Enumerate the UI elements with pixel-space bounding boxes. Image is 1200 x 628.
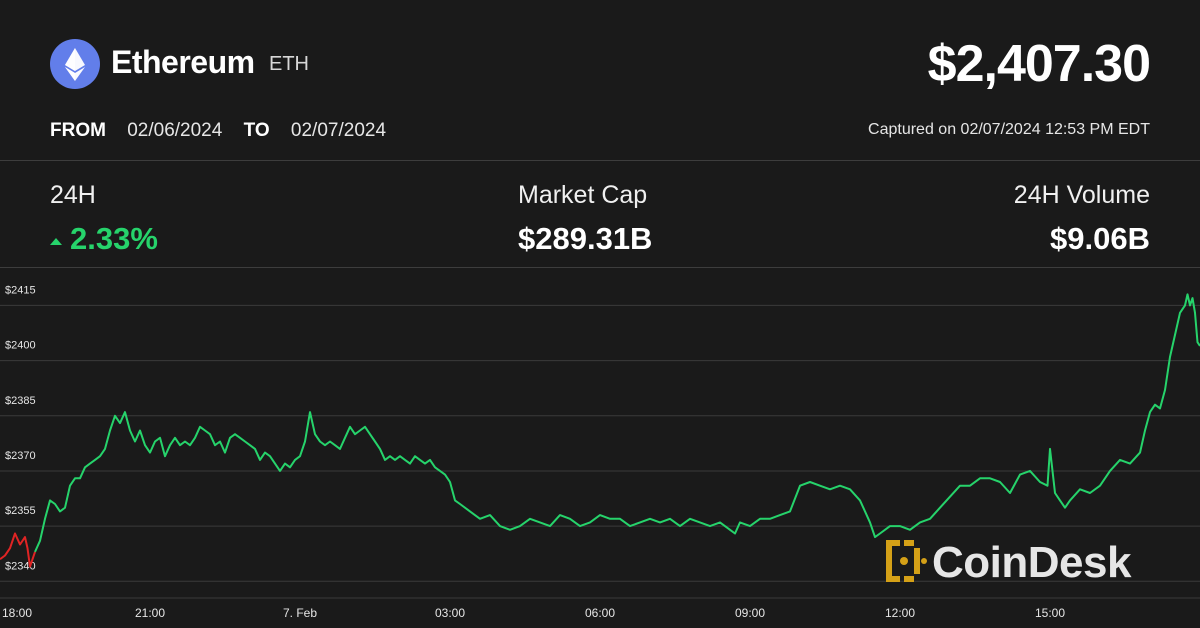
from-date: 02/06/2024 xyxy=(127,120,223,141)
x-tick-label: 15:00 xyxy=(1035,606,1065,620)
x-tick-label: 18:00 xyxy=(2,606,32,620)
coindesk-logo xyxy=(886,540,927,582)
x-tick-label: 09:00 xyxy=(735,606,765,620)
price-chart: $2340 $2355 $2370 $2385 $2400 $2415 18:00 21:0… xyxy=(0,284,1200,620)
y-tick-label: $2385 xyxy=(5,395,36,407)
change-label: 24H xyxy=(50,181,96,209)
to-label: TO xyxy=(243,120,270,141)
stats-divider xyxy=(0,267,1200,268)
change-value-wrap: 2.33% xyxy=(50,221,158,257)
y-tick-label: $2355 xyxy=(5,505,36,517)
watermark-text: CoinDesk xyxy=(932,538,1131,587)
ethereum-logo xyxy=(50,39,100,89)
from-label: FROM xyxy=(50,120,106,141)
price-line-up xyxy=(34,293,1200,553)
coin-name: Ethereum xyxy=(111,44,255,80)
header-divider xyxy=(0,160,1200,161)
volume-label: 24H Volume xyxy=(1013,181,1150,209)
y-tick-label: $2340 xyxy=(5,560,36,572)
x-tick-label: 03:00 xyxy=(435,606,465,620)
y-tick-label: $2415 xyxy=(5,284,36,296)
current-price: $2,407.30 xyxy=(927,35,1151,93)
change-value: 2.33% xyxy=(70,221,158,256)
up-arrow-icon xyxy=(50,238,62,245)
volume-value: $9.06B xyxy=(1050,221,1150,256)
to-date: 02/07/2024 xyxy=(290,120,387,141)
coin-ticker: ETH xyxy=(269,53,309,75)
market-cap-value: $289.31B xyxy=(518,221,653,256)
date-range: FROM 02/06/2024 TO 02/07/2024 xyxy=(50,120,402,142)
captured-timestamp: Captured on 02/07/2024 12:53 PM EDT xyxy=(868,121,1150,138)
x-tick-label: 21:00 xyxy=(135,606,165,620)
x-tick-label: 7. Feb xyxy=(283,606,317,620)
y-tick-label: $2370 xyxy=(5,450,36,462)
y-tick-label: $2400 xyxy=(5,340,36,352)
price-line-down xyxy=(0,532,36,568)
ethereum-icon xyxy=(65,48,85,81)
x-tick-label: 06:00 xyxy=(585,606,615,620)
market-cap-label: Market Cap xyxy=(518,181,648,209)
x-tick-label: 12:00 xyxy=(885,606,915,620)
